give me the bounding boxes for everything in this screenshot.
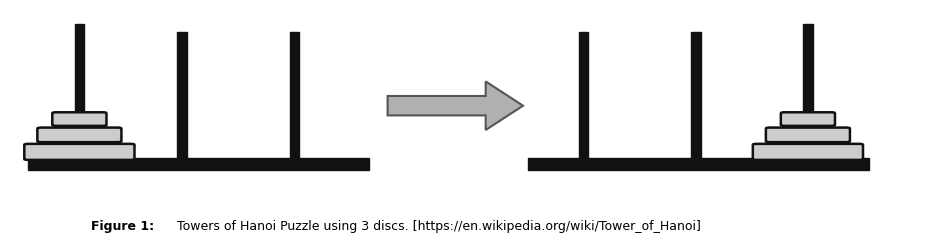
Text: Figure 1:: Figure 1: [92, 220, 154, 233]
FancyBboxPatch shape [37, 128, 121, 142]
Polygon shape [388, 81, 523, 130]
FancyBboxPatch shape [24, 144, 134, 160]
Text: Towers of Hanoi Puzzle using 3 discs. [https://en.wikipedia.org/wiki/Tower_of_Ha: Towers of Hanoi Puzzle using 3 discs. [h… [173, 220, 700, 233]
FancyBboxPatch shape [528, 158, 869, 170]
FancyBboxPatch shape [579, 32, 588, 158]
FancyBboxPatch shape [75, 24, 84, 158]
FancyBboxPatch shape [177, 32, 187, 158]
FancyBboxPatch shape [803, 24, 813, 158]
FancyBboxPatch shape [753, 144, 863, 160]
FancyBboxPatch shape [52, 112, 106, 126]
FancyBboxPatch shape [781, 112, 835, 126]
FancyBboxPatch shape [290, 32, 299, 158]
FancyBboxPatch shape [691, 32, 700, 158]
FancyBboxPatch shape [28, 158, 369, 170]
FancyBboxPatch shape [766, 128, 850, 142]
